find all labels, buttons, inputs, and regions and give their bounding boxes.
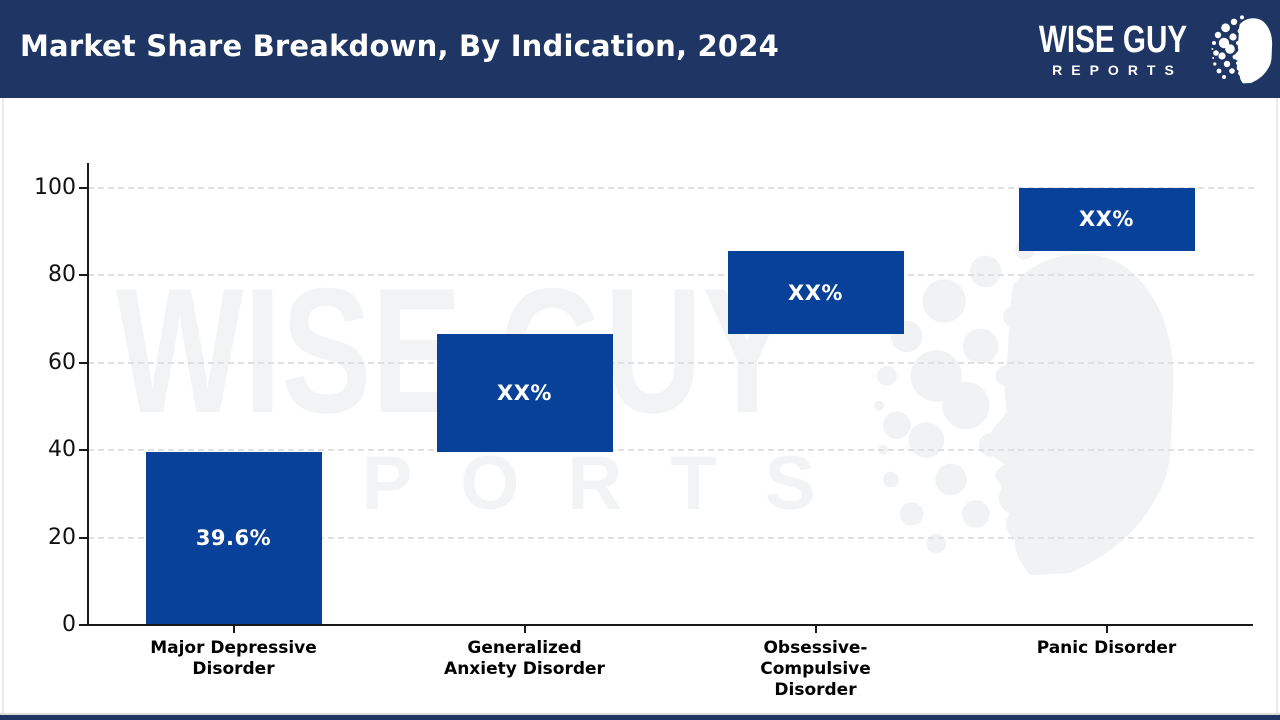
wise-guy-logo: WISE GUY REPORTS [1018,11,1274,87]
y-tick-label: 80 [48,262,76,287]
x-category-label: Panic Disorder [1036,638,1177,658]
bar-segment: XX% [1018,187,1195,251]
bar-segment: XX% [436,334,613,452]
y-tick-label: 60 [48,349,76,375]
bar-segment: 39.6% [145,451,322,625]
x-category-label: Obsessive- Compulsive Disorder [760,638,871,700]
bar-value-label: XX% [1079,207,1134,232]
y-axis-line [87,163,89,626]
bar-segment: XX% [727,250,904,335]
y-tick-mark [79,186,88,189]
gridline-40 [88,449,1254,451]
bar-value-label: 39.6% [195,526,272,551]
y-tick-mark [79,624,88,626]
x-tick-mark [1105,626,1108,633]
gridline-60 [88,361,1254,364]
gridline-80 [88,274,1254,276]
bar-value-label: XX% [497,380,552,405]
y-tick-mark [79,536,88,539]
chart-canvas: WISE GUY REPORTS 0 20 40 60 80 100 39.6% Major … [0,98,1280,713]
y-tick-label: 20 [48,524,76,550]
x-tick-mark [232,626,235,633]
x-category-label: Generalized Anxiety Disorder [444,638,605,679]
y-tick-label: 40 [48,437,76,462]
footer-bar [0,713,1280,720]
watermark-head-icon [874,239,1174,576]
y-tick-mark [79,449,88,451]
logo-text: WISE GUY REPORTS [1018,21,1208,78]
page-title: Market Share Breakdown, By Indication, 2… [20,29,779,63]
x-tick-mark [523,626,526,633]
y-tick-label: 0 [62,612,76,637]
logo-subtitle: REPORTS [1052,61,1183,78]
header-bar: Market Share Breakdown, By Indication, 2… [0,0,1280,98]
wise-guy-head-icon [1211,15,1273,84]
y-tick-mark [79,361,88,364]
y-tick-label: 100 [34,174,76,200]
left-border [2,98,4,713]
logo-wordmark: WISE GUY [1038,18,1188,61]
x-category-label: Major Depressive Disorder [150,638,317,679]
gridline-20 [88,536,1254,539]
x-tick-mark [814,626,817,633]
bar-value-label: XX% [788,280,843,305]
x-axis-line [87,624,1253,626]
gridline-100 [88,186,1254,189]
right-border [1276,98,1278,713]
y-tick-mark [79,274,88,276]
